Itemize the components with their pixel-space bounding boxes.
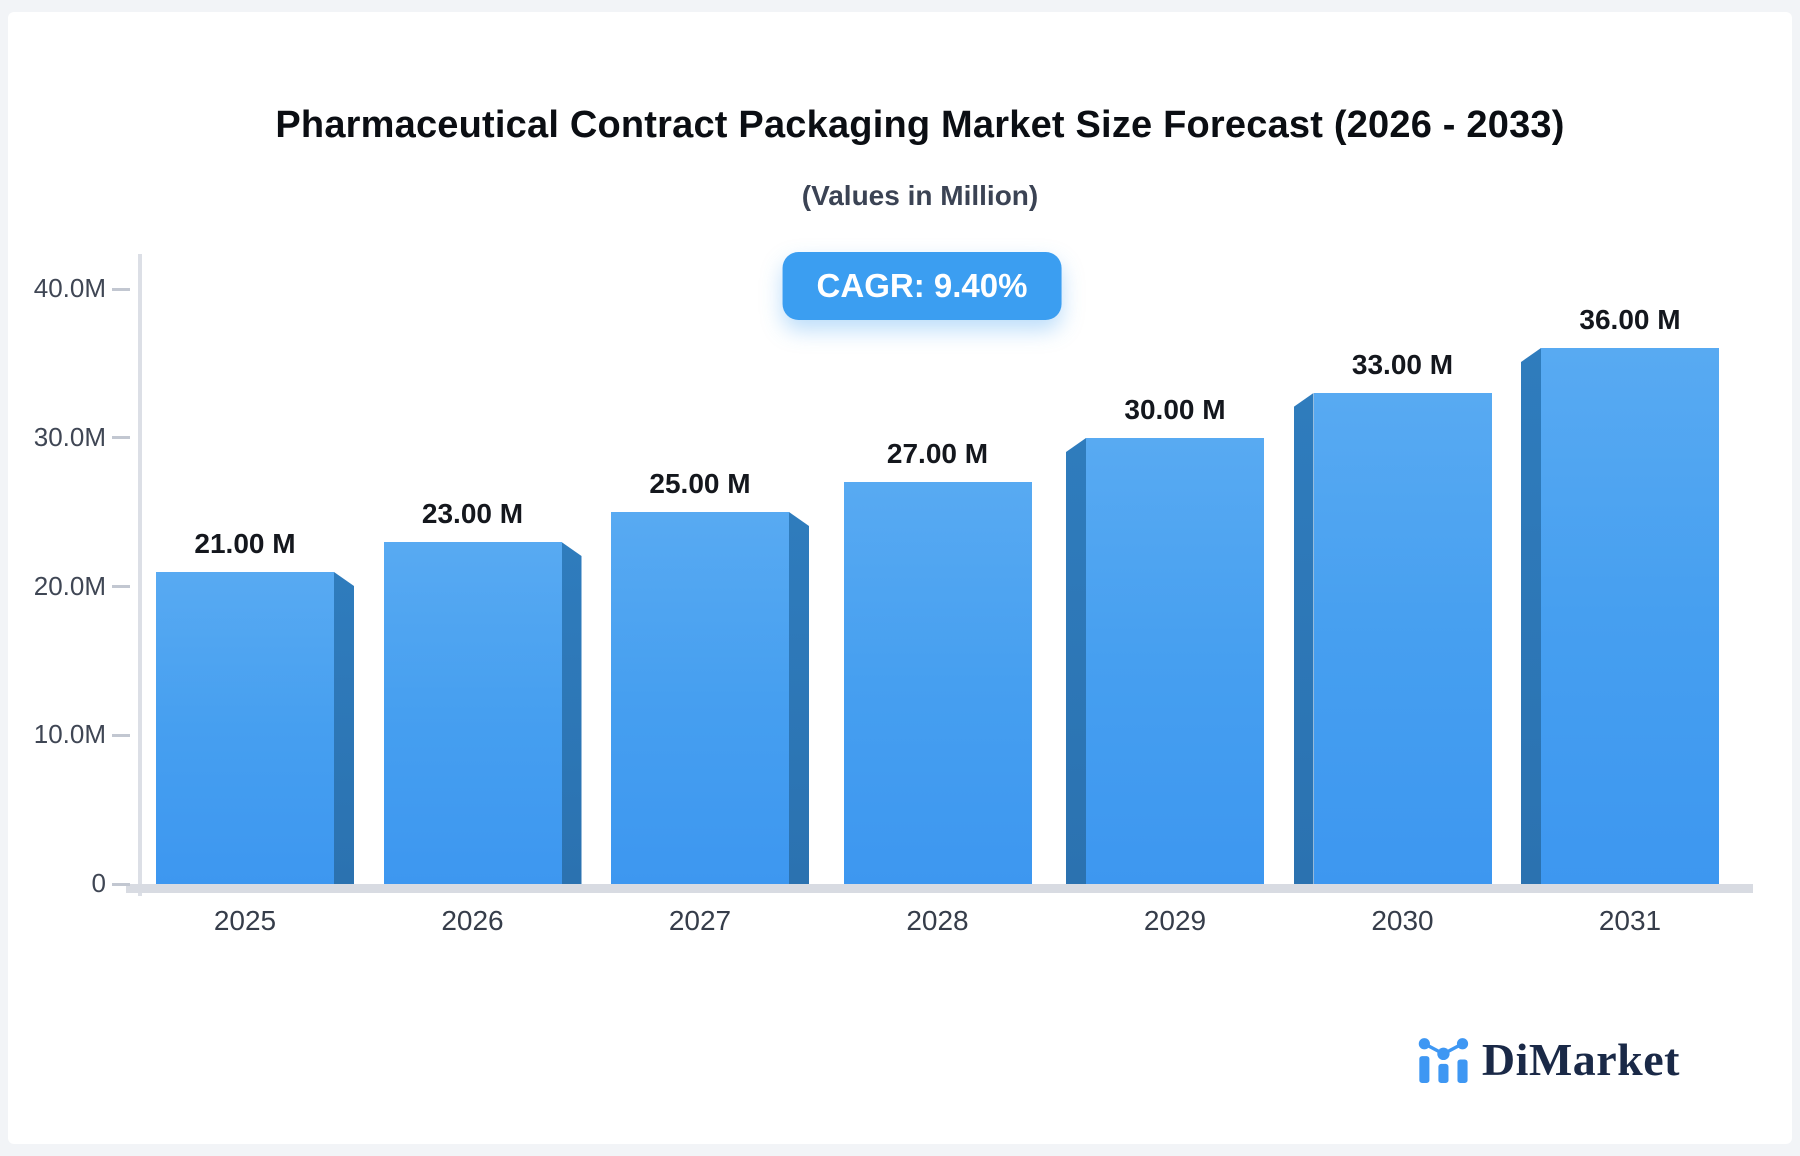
y-tick-label-20.0M: 20.0M [33, 570, 106, 601]
bar-line-chart-icon [1418, 1037, 1470, 1083]
bar-value-label-2029: 30.00 M [1124, 394, 1226, 425]
y-tick-mark-20.0M [112, 585, 130, 588]
bar-value-label-2026: 23.00 M [421, 498, 524, 529]
bar-2027[interactable] [611, 512, 789, 884]
bar-side-face-2031 [1521, 348, 1541, 884]
bar-side-face-2029 [1066, 438, 1086, 884]
cagr-badge: CAGR: 9.40% [782, 252, 1062, 320]
y-tick-mark-10.0M [112, 733, 130, 737]
y-tick-label-30.0M: 30.0M [33, 421, 106, 452]
x-tick-label-2028: 2028 [906, 905, 969, 936]
bar-2031[interactable] [1541, 348, 1719, 884]
chart-subtitle: (Values in Million) [801, 180, 1039, 211]
bar-value-label-2025: 21.00 M [194, 528, 296, 559]
chart-card: Pharmaceutical Contract Packaging Market… [8, 12, 1792, 1144]
y-tick-label-10.0M: 10.0M [33, 719, 106, 750]
bar-side-face-2025 [334, 572, 354, 884]
x-tick-label-2031: 2031 [1598, 905, 1662, 936]
bar-value-label-2030: 33.00 M [1351, 349, 1454, 380]
bar-value-label-2027: 25.00 M [649, 468, 751, 499]
x-tick-label-2025: 2025 [213, 905, 277, 936]
bar-value-label-2031: 36.00 M [1579, 304, 1681, 335]
chart-title: Pharmaceutical Contract Packaging Market… [275, 104, 1565, 146]
bar-side-face-2026 [561, 542, 582, 884]
bar-side-face-2027 [789, 512, 809, 884]
y-axis-line [138, 254, 142, 896]
bar-value-label-2028: 27.00 M [886, 438, 989, 469]
x-tick-label-2027: 2027 [668, 905, 732, 936]
brand-name: DiMarket [1481, 1034, 1680, 1085]
bar-side-face-2030 [1293, 393, 1314, 884]
y-tick-label-0: 0 [91, 868, 106, 898]
x-tick-label-2026: 2026 [441, 905, 504, 936]
y-tick-mark-0 [112, 882, 130, 886]
x-axis-baseline [126, 884, 1753, 893]
y-tick-mark-30.0M [112, 436, 130, 440]
bar-2025[interactable] [156, 572, 334, 884]
bar-2030[interactable] [1313, 393, 1492, 884]
bar-2026[interactable] [383, 542, 562, 884]
x-tick-label-2030: 2030 [1371, 905, 1434, 936]
y-tick-label-40.0M: 40.0M [33, 273, 106, 303]
brand-logo: DiMarket [1418, 1033, 1680, 1086]
bar-2028[interactable] [843, 482, 1032, 884]
x-tick-label-2029: 2029 [1143, 905, 1207, 936]
bar-2029[interactable] [1086, 438, 1264, 884]
y-tick-mark-40.0M [112, 287, 130, 291]
